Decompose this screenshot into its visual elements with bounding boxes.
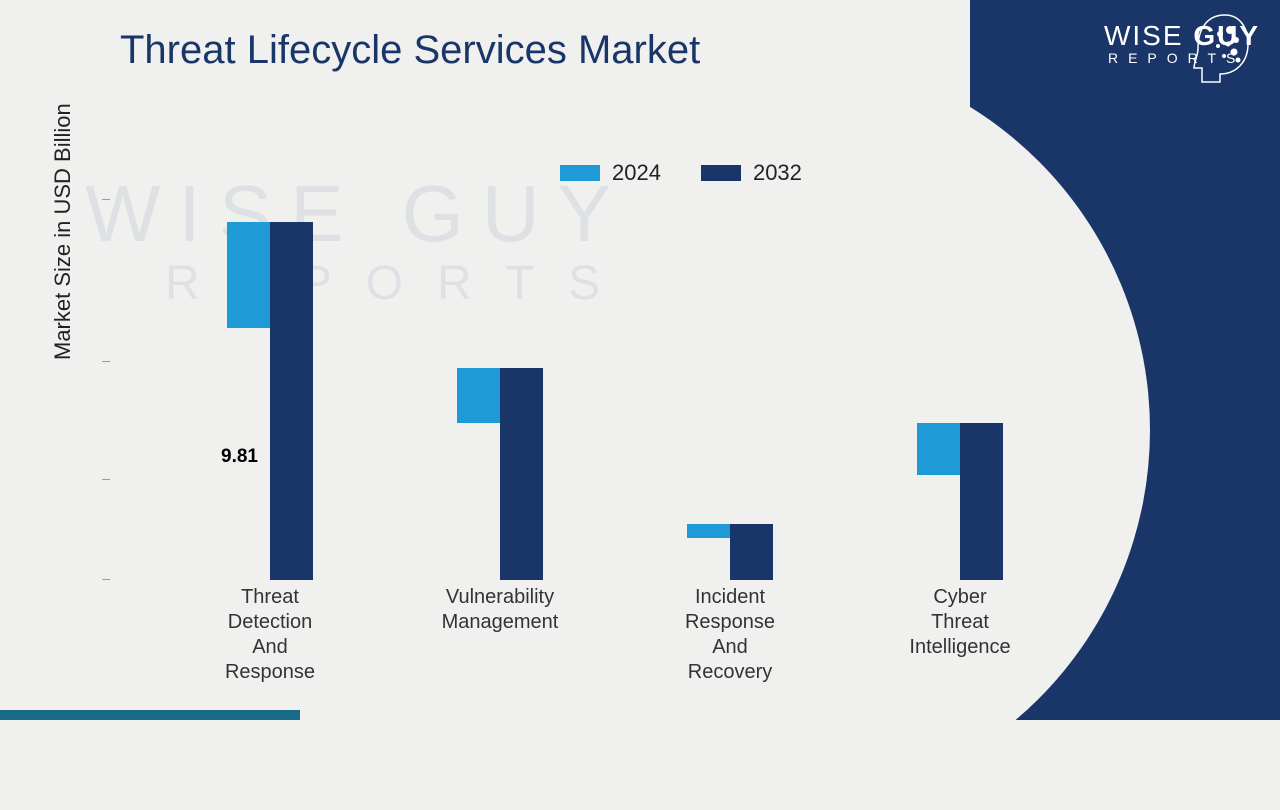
- bar-2032: [500, 368, 543, 580]
- legend-swatch-2032: [701, 165, 741, 181]
- logo-head-icon: [1190, 10, 1260, 90]
- y-tick: [102, 199, 110, 200]
- y-tick: [102, 361, 110, 362]
- legend: 2024 2032: [560, 160, 802, 186]
- y-tick: [102, 579, 110, 580]
- bar-2024: [227, 222, 270, 329]
- bar-group: [630, 524, 830, 580]
- legend-item-2024: 2024: [560, 160, 661, 186]
- plot-area: 9.81ThreatDetectionAndResponseVulnerabil…: [110, 200, 1070, 580]
- bar-group: [170, 222, 370, 580]
- y-axis-label: Market Size in USD Billion: [50, 103, 76, 360]
- y-tick: [102, 479, 110, 480]
- chart-area: Market Size in USD Billion 2024 2032 9.8…: [50, 160, 1100, 700]
- category-label: VulnerabilityManagement: [400, 585, 600, 635]
- bar-group: [400, 368, 600, 580]
- legend-label-2032: 2032: [753, 160, 802, 186]
- legend-label-2024: 2024: [612, 160, 661, 186]
- bar-2024: [457, 368, 500, 422]
- legend-swatch-2024: [560, 165, 600, 181]
- logo-text-1: WISE: [1104, 20, 1184, 51]
- bottom-accent-bar: [0, 710, 300, 720]
- legend-item-2032: 2032: [701, 160, 802, 186]
- bar-value-label: 9.81: [221, 446, 258, 468]
- bar-2032: [960, 423, 1003, 580]
- bar-group: [860, 423, 1060, 580]
- bar-2032: [270, 222, 313, 580]
- category-label: CyberThreatIntelligence: [860, 585, 1060, 660]
- chart-title: Threat Lifecycle Services Market: [120, 28, 700, 73]
- category-label: IncidentResponseAndRecovery: [630, 585, 830, 685]
- bar-2024: [917, 423, 960, 475]
- category-label: ThreatDetectionAndResponse: [170, 585, 370, 685]
- bar-2032: [730, 524, 773, 580]
- bar-2024: [687, 524, 730, 538]
